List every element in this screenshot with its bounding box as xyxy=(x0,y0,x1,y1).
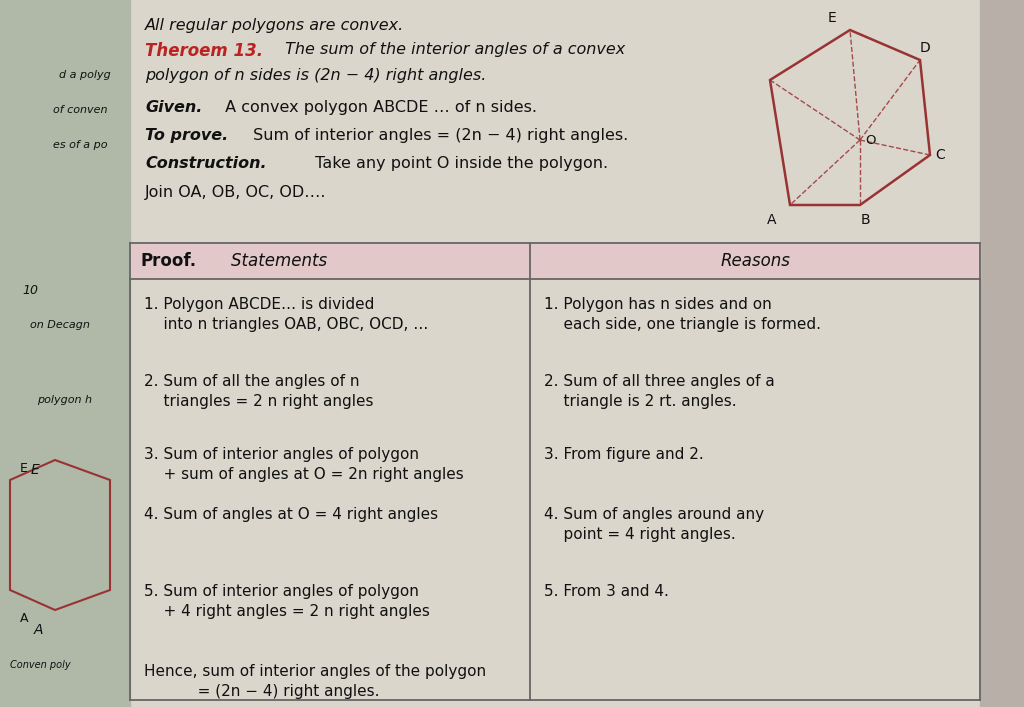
Text: E: E xyxy=(20,462,28,474)
Text: 1. Polygon has n sides and on: 1. Polygon has n sides and on xyxy=(544,297,772,312)
Text: A: A xyxy=(33,623,43,637)
Text: A convex polygon ABCDE … of n sides.: A convex polygon ABCDE … of n sides. xyxy=(220,100,537,115)
Text: of conven: of conven xyxy=(53,105,108,115)
Text: A: A xyxy=(20,612,29,624)
Text: each side, one triangle is formed.: each side, one triangle is formed. xyxy=(544,317,821,332)
Text: 5. Sum of interior angles of polygon: 5. Sum of interior angles of polygon xyxy=(144,584,419,599)
Text: Construction.: Construction. xyxy=(145,156,266,171)
Text: To prove.: To prove. xyxy=(145,128,228,143)
Text: Given.: Given. xyxy=(145,100,203,115)
Text: Sum of interior angles = (2n − 4) right angles.: Sum of interior angles = (2n − 4) right … xyxy=(248,128,629,143)
Bar xyxy=(980,0,1024,707)
Text: A: A xyxy=(767,213,777,227)
Text: O: O xyxy=(865,134,876,146)
Text: + sum of angles at O = 2n right angles: + sum of angles at O = 2n right angles xyxy=(144,467,464,482)
Text: = (2n − 4) right angles.: = (2n − 4) right angles. xyxy=(144,684,380,699)
Text: D: D xyxy=(920,41,931,55)
Text: Hence, sum of interior angles of the polygon: Hence, sum of interior angles of the pol… xyxy=(144,664,486,679)
Text: triangles = 2 n right angles: triangles = 2 n right angles xyxy=(144,394,374,409)
Text: E: E xyxy=(31,463,39,477)
Bar xyxy=(130,243,980,279)
Text: All regular polygons are convex.: All regular polygons are convex. xyxy=(145,18,404,33)
Text: + 4 right angles = 2 n right angles: + 4 right angles = 2 n right angles xyxy=(144,604,430,619)
Text: triangle is 2 rt. angles.: triangle is 2 rt. angles. xyxy=(544,394,736,409)
Text: Theroem 13.: Theroem 13. xyxy=(145,42,263,60)
Text: es of a po: es of a po xyxy=(53,140,108,150)
Text: point = 4 right angles.: point = 4 right angles. xyxy=(544,527,736,542)
Text: Join OA, OB, OC, OD….: Join OA, OB, OC, OD…. xyxy=(145,185,327,200)
Text: 3. From figure and 2.: 3. From figure and 2. xyxy=(544,447,703,462)
Text: 5. From 3 and 4.: 5. From 3 and 4. xyxy=(544,584,669,599)
Text: The sum of the interior angles of a convex: The sum of the interior angles of a conv… xyxy=(280,42,626,57)
Text: 2. Sum of all three angles of a: 2. Sum of all three angles of a xyxy=(544,374,775,389)
Text: 4. Sum of angles around any: 4. Sum of angles around any xyxy=(544,507,764,522)
Text: 3. Sum of interior angles of polygon: 3. Sum of interior angles of polygon xyxy=(144,447,419,462)
Text: Proof.: Proof. xyxy=(140,252,197,270)
Text: 4. Sum of angles at O = 4 right angles: 4. Sum of angles at O = 4 right angles xyxy=(144,507,438,522)
Text: into n triangles OAB, OBC, OCD, …: into n triangles OAB, OBC, OCD, … xyxy=(144,317,428,332)
Text: Conven poly: Conven poly xyxy=(9,660,71,670)
Text: C: C xyxy=(935,148,945,162)
Text: Take any point O inside the polygon.: Take any point O inside the polygon. xyxy=(310,156,608,171)
Text: Reasons: Reasons xyxy=(720,252,790,270)
Text: 10: 10 xyxy=(22,284,38,296)
Text: polygon h: polygon h xyxy=(38,395,92,405)
Bar xyxy=(0,0,130,707)
Text: 2. Sum of all the angles of n: 2. Sum of all the angles of n xyxy=(144,374,359,389)
Text: Statements: Statements xyxy=(210,252,327,270)
Text: E: E xyxy=(827,11,837,25)
Text: on Decagn: on Decagn xyxy=(30,320,90,330)
Text: 1. Polygon ABCDE… is divided: 1. Polygon ABCDE… is divided xyxy=(144,297,375,312)
Text: B: B xyxy=(860,213,869,227)
Text: d a polyg: d a polyg xyxy=(59,70,111,80)
Text: polygon of n sides is (2n − 4) right angles.: polygon of n sides is (2n − 4) right ang… xyxy=(145,68,486,83)
